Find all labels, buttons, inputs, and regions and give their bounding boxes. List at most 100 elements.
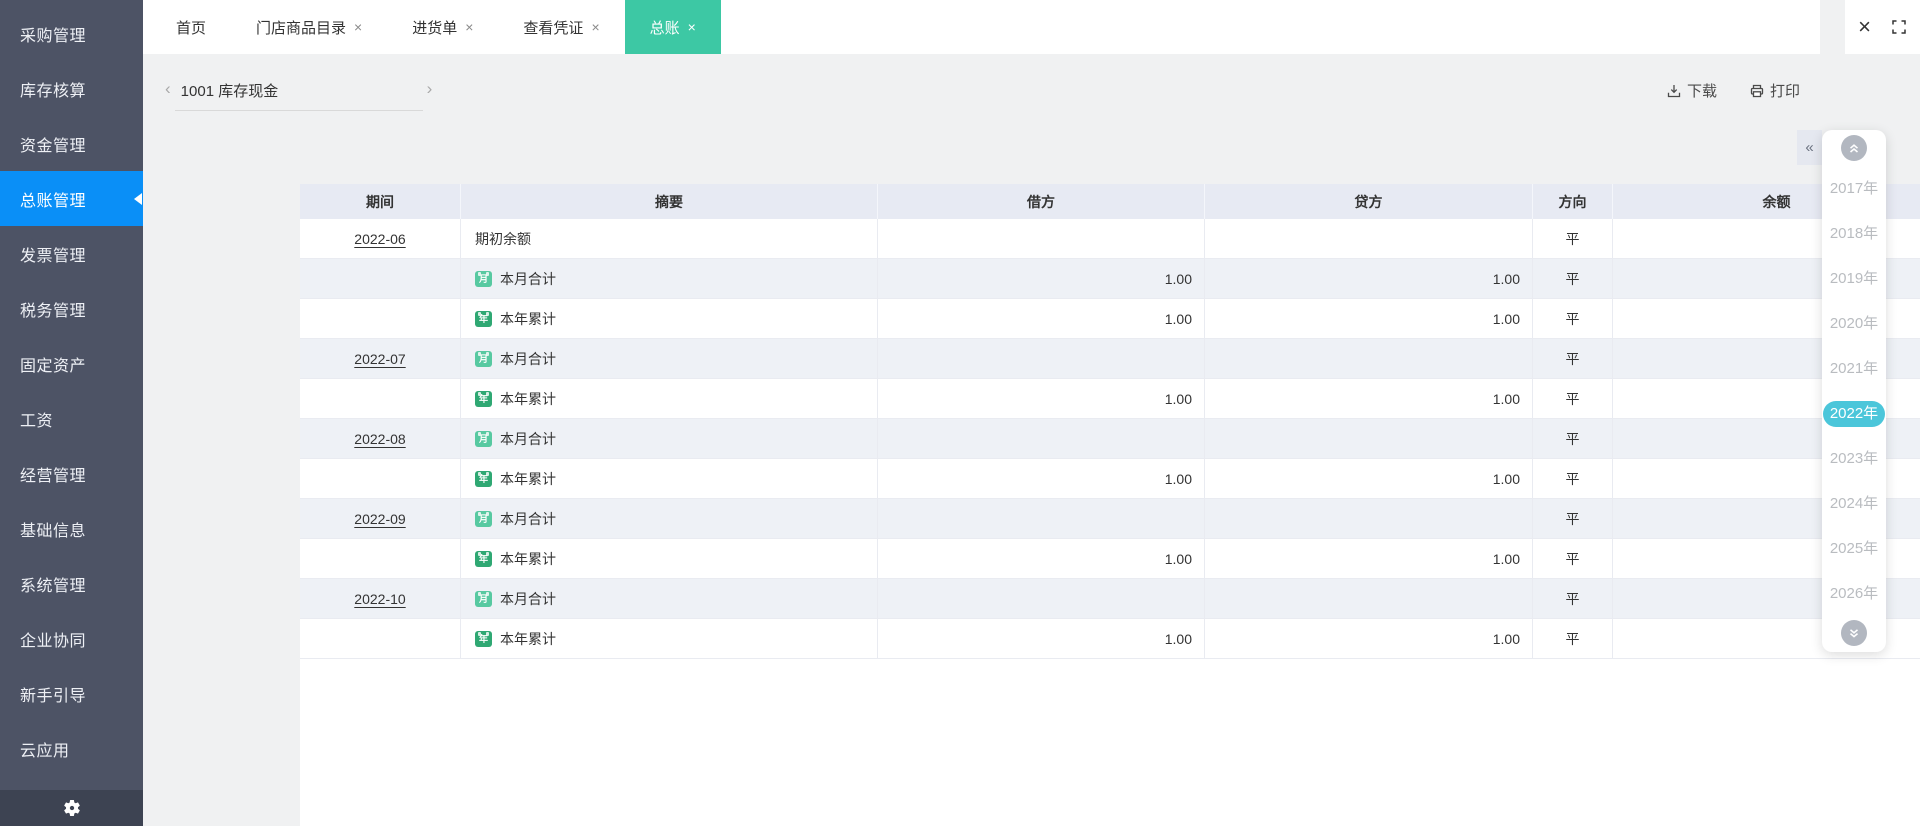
sidebar-item-label: 云应用 (20, 742, 70, 760)
scroll-years-up-button[interactable] (1841, 135, 1867, 161)
period-link[interactable]: 2022-06 (354, 230, 406, 247)
year-option[interactable]: 2018年 (1822, 211, 1886, 256)
year-option[interactable]: 2024年 (1822, 481, 1886, 526)
next-account-icon[interactable]: › (426, 79, 433, 98)
year-option[interactable]: 2025年 (1822, 526, 1886, 571)
summary-label: 本月合计 (500, 590, 556, 607)
sidebar-item-invoice[interactable]: 发票管理 (0, 226, 143, 281)
tab-store-catalog[interactable]: 门店商品目录 × (231, 0, 387, 54)
sidebar-item-label: 固定资产 (20, 357, 87, 375)
sidebar-item-inventory[interactable]: 库存核算 (0, 61, 143, 116)
sidebar-item-tax[interactable]: 税务管理 (0, 281, 143, 336)
scroll-years-down-button[interactable] (1841, 620, 1867, 646)
year-option[interactable]: 2022年 (1822, 391, 1886, 436)
tab-label: 进货单 (412, 19, 458, 37)
year-label: 2017年 (1829, 179, 1879, 197)
year-option[interactable]: 2026年 (1822, 571, 1886, 616)
collapse-year-panel-button[interactable]: « (1797, 130, 1822, 165)
period-link[interactable]: 2022-09 (354, 510, 406, 527)
debit-cell: 1.00 (878, 619, 1205, 659)
direction-cell: 平 (1533, 539, 1613, 579)
table-row: 2022-08 月 本月合计 平 (300, 419, 1920, 459)
sidebar-nav: 采购管理 库存核算 资金管理 总账管理发票管理税务管理固定资产工资 经营管理 基础信息 系统… (0, 0, 143, 776)
download-button[interactable]: 下载 (1666, 80, 1717, 101)
prev-account-icon[interactable]: ‹ (165, 79, 171, 98)
year-option[interactable]: 2021年 (1822, 346, 1886, 391)
sidebar-item-funds[interactable]: 资金管理 (0, 116, 143, 171)
calendar-year-icon: 年 (475, 390, 492, 407)
column-header: 期间 (300, 184, 461, 219)
sidebar-item-onboarding[interactable]: 新手引导 (0, 666, 143, 721)
credit-cell (1205, 419, 1533, 459)
tab-general-ledger[interactable]: 总账 × (624, 0, 721, 54)
table-row: 2022-06 期初余额 平 (300, 219, 1920, 259)
tab-view-voucher[interactable]: 查看凭证 × (498, 0, 624, 54)
close-icon[interactable]: × (687, 19, 696, 35)
sidebar-item-label: 税务管理 (20, 302, 87, 320)
sidebar-item-system[interactable]: 系统管理 (0, 556, 143, 611)
column-header: 余额 (1762, 193, 1791, 210)
summary-cell: 年 本年累计 (461, 379, 878, 419)
summary-cell: 年 本年累计 (461, 539, 878, 579)
close-icon[interactable]: × (465, 19, 474, 35)
sidebar-item-collaboration[interactable]: 企业协同 (0, 611, 143, 666)
year-option[interactable]: 2020年 (1822, 301, 1886, 346)
calendar-ring (478, 311, 481, 316)
summary-label: 本年累计 (500, 390, 556, 407)
sidebar-item-general-ledger[interactable]: 总账管理 (0, 171, 143, 226)
sidebar-item-purchase[interactable]: 采购管理 (0, 6, 143, 61)
toolbar: ‹ 1001 库存现金 › 下载 (143, 54, 1920, 130)
calendar-month-icon: 月 (475, 590, 492, 607)
double-up-icon (1846, 140, 1862, 156)
summary-cell: 月 本月合计 (461, 419, 878, 459)
close-icon[interactable]: × (591, 19, 600, 35)
sidebar-item-fixed-assets[interactable]: 固定资产 (0, 336, 143, 391)
debit-cell: 1.00 (878, 259, 1205, 299)
summary-label: 本年累计 (500, 310, 556, 327)
period-link[interactable]: 2022-10 (354, 590, 406, 607)
summary-cell: 月 本月合计 (461, 499, 878, 539)
sidebar-item-cloud-apps[interactable]: 云应用 (0, 721, 143, 776)
calendar-ring (486, 551, 489, 556)
tab-home[interactable]: 首页 (151, 0, 231, 54)
account-title[interactable]: 1001 库存现金 (174, 80, 423, 111)
sidebar-footer[interactable] (0, 790, 143, 826)
tabs-strip: 首页 门店商品目录 × 进货单 × 查看凭证 × 总账 × (143, 0, 1820, 54)
download-icon (1666, 83, 1682, 99)
balance-cell (1613, 339, 1920, 379)
calendar-ring (486, 311, 489, 316)
window-controls: × (1845, 0, 1920, 54)
close-icon[interactable]: × (1858, 14, 1871, 39)
period-cell (300, 259, 461, 299)
direction-cell: 平 (1533, 419, 1613, 459)
year-panel: 2017年 2018年 2019年 2020年 2021年 2022年 2023年 2024年… (1822, 130, 1886, 652)
calendar-char: 月 (478, 274, 488, 284)
year-option[interactable]: 2023年 (1822, 436, 1886, 481)
year-option[interactable]: 2019年 (1822, 256, 1886, 301)
period-cell (300, 299, 461, 339)
tab-purchase-order[interactable]: 进货单 × (387, 0, 498, 54)
summary-cell: 期初余额 (461, 219, 878, 259)
fullscreen-icon[interactable] (1891, 19, 1907, 35)
gear-icon[interactable] (62, 798, 82, 818)
tabbar-divider (1820, 0, 1845, 54)
tab-bar: 首页 门店商品目录 × 进货单 × 查看凭证 × 总账 × × (143, 0, 1920, 54)
period-link[interactable]: 2022-07 (354, 350, 406, 367)
calendar-char: 年 (478, 314, 488, 324)
summary-label: 期初余额 (475, 230, 531, 247)
year-option[interactable]: 2017年 (1822, 166, 1886, 211)
calendar-ring (486, 391, 489, 396)
table-row: 2022-10 月 本月合计 平 (300, 579, 1920, 619)
period-link[interactable]: 2022-08 (354, 430, 406, 447)
print-button[interactable]: 打印 (1749, 80, 1800, 101)
sidebar-item-basic-info[interactable]: 基础信息 (0, 501, 143, 556)
sidebar-item-operations[interactable]: 经营管理 (0, 446, 143, 501)
account-navigator: ‹ 1001 库存现金 › (161, 80, 436, 111)
column-header: 方向 (1533, 184, 1613, 219)
close-icon[interactable]: × (354, 19, 363, 35)
table-header: 期间 摘要 借方 贷方 方向 余额 (300, 184, 1920, 219)
sidebar-item-payroll[interactable]: 工资 (0, 391, 143, 446)
sidebar-item-label: 发票管理 (20, 247, 87, 265)
direction-cell: 平 (1533, 299, 1613, 339)
calendar-ring (486, 471, 489, 476)
